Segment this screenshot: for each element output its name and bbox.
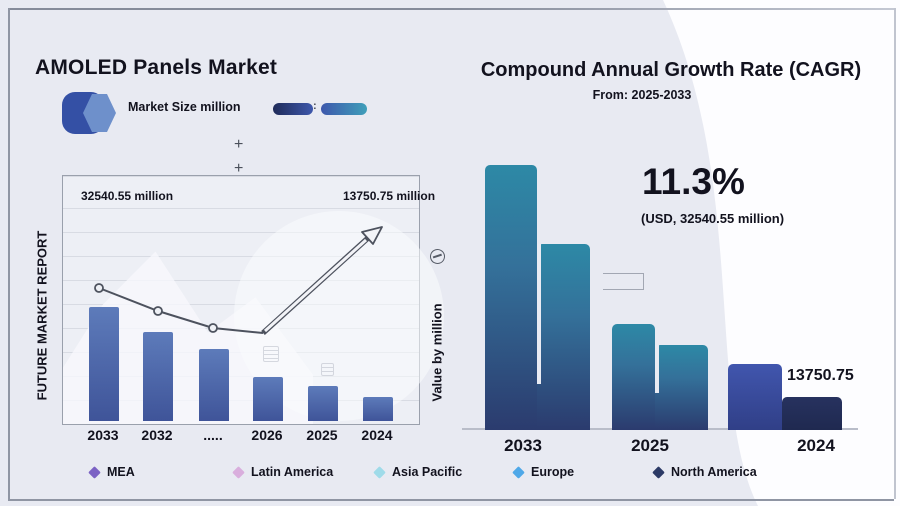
left-chart-x-label: 2024 [361,427,393,443]
cylinder-icon [62,92,116,134]
pill-badge-dark [273,103,313,115]
future-market-report-watermark: FUTURE MARKET REPORT [34,230,50,401]
cagr-bar-2024-right [782,397,842,430]
cagr-bar-2033-right [537,244,590,430]
left-chart: 32540.55 million 13750.75 million [62,175,444,425]
left-chart-annotation-end: 13750.75 million [343,189,436,203]
diamond-bullet-icon [652,465,665,479]
legend-item-europe: Europe [512,465,575,479]
frame-line-right [894,8,896,499]
cagr-x-label: 2024 [797,436,835,455]
legend-item-north-america: North America [652,465,757,479]
left-chart-bar-2024 [363,397,393,421]
legend-item-latin-america: Latin America [232,465,334,479]
cagr-bar-2033-left [485,165,537,430]
legend-label: MEA [107,465,135,479]
legend-label: Latin America [251,465,334,479]
plus-icon: + [234,160,244,177]
left-chart-x-label: 2032 [141,427,173,443]
frame-line-left [8,8,10,500]
cagr-subtitle: From: 2025-2033 [592,88,692,102]
market-size-label: Market Size million [128,100,241,114]
left-chart-x-label: ..... [203,427,223,443]
frame-line-bottom [8,499,894,501]
cagr-bar-2025-left [612,324,655,430]
left-chart-bar-2026 [253,377,283,421]
left-chart-bar-2025 [308,386,338,421]
cagr-bar-2024-left [728,364,782,430]
cagr-title: Compound Annual Growth Rate (CAGR) [480,59,862,81]
cagr-bar-value-label: 13750.75 [787,367,854,384]
value-axis-label: Value by million [429,303,445,402]
diamond-bullet-icon [232,465,245,479]
diamond-bullet-icon [512,465,525,479]
step-bracket-line [603,273,644,290]
legend-item-asia-pacific: Asia Pacific [373,465,463,479]
left-chart-bar-2033 [89,307,119,421]
bar-gap [655,345,659,393]
bar-gap [537,244,541,384]
left-chart-bar-..... [199,349,229,421]
page-title: AMOLED Panels Market [35,56,278,79]
diamond-bullet-icon [88,465,101,479]
cagr-basis: (USD, 32540.55 million) [641,211,785,226]
cagr-value: 11.3% [642,161,745,202]
left-chart-x-label: 2025 [306,427,338,443]
frame-line-top [8,8,894,10]
left-chart-x-label: 2033 [87,427,119,443]
legend-label: Europe [531,465,575,479]
cagr-x-label: 2033 [504,436,542,455]
diamond-bullet-icon [373,465,386,479]
left-chart-x-axis: 2033 2032..... 2026 2025 2024 [62,427,420,449]
left-chart-bar-2032 [143,332,173,421]
pill-colon: : [313,100,317,112]
legend-item-mea: MEA [88,465,135,479]
cagr-x-label: 2025 [631,436,669,455]
plus-icon: + [234,136,244,153]
pill-badge-teal [321,103,367,115]
legend-label: North America [671,465,757,479]
legend-label: Asia Pacific [392,465,463,479]
left-chart-annotation-start: 32540.55 million [81,189,174,203]
cagr-bar-2025-right [655,345,708,430]
left-chart-x-label: 2026 [251,427,283,443]
faint-sheet-icon [321,363,334,376]
faint-sheet-icon [263,346,279,362]
